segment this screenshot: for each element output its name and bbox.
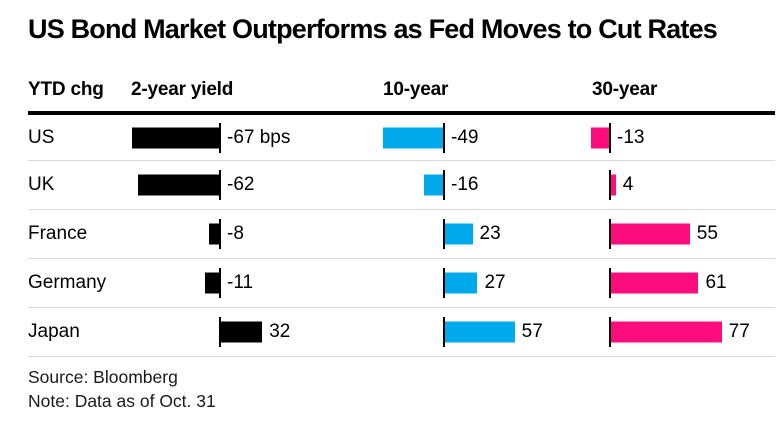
header-rule	[28, 111, 775, 115]
bar-2-year-yield-japan	[220, 321, 263, 343]
value-label-2-year-yield-us: -67 bps	[227, 126, 291, 148]
row-label-uk: UK	[28, 174, 55, 195]
row-label-france: France	[28, 223, 88, 244]
bar-30-year-uk	[610, 174, 616, 196]
zero-tick-2-year-yield-germany	[219, 268, 221, 298]
value-label-2-year-yield-germany: -11	[227, 272, 254, 293]
bar-2-year-yield-us	[131, 127, 220, 148]
chart-title: US Bond Market Outperforms as Fed Moves …	[28, 14, 718, 44]
bar-2-year-yield-germany	[205, 272, 220, 294]
zero-tick-2-year-yield-uk	[219, 170, 221, 200]
zero-tick-30-year-us	[609, 122, 611, 153]
zero-tick-30-year-france	[609, 219, 611, 249]
value-label-30-year-france: 55	[696, 223, 718, 244]
column-header-10-year: 10-year	[383, 79, 449, 100]
bar-30-year-germany	[610, 272, 699, 294]
value-label-2-year-yield-uk: -62	[227, 174, 255, 195]
zero-tick-10-year-uk	[443, 170, 445, 200]
value-label-10-year-uk: -16	[451, 174, 479, 195]
zero-tick-30-year-germany	[609, 268, 611, 298]
row-us: US -67 bps -49 -13	[28, 115, 775, 161]
bar-10-year-us	[383, 127, 444, 148]
row-france: France -8 23 55	[28, 210, 775, 259]
value-label-30-year-us: -13	[617, 126, 645, 148]
value-label-30-year-germany: 61	[705, 272, 727, 293]
row-japan: Japan 32 57 77	[28, 308, 775, 357]
value-label-10-year-japan: 57	[521, 321, 543, 342]
zero-tick-30-year-uk	[609, 170, 611, 200]
bar-10-year-japan	[444, 321, 515, 343]
bar-10-year-france	[444, 223, 473, 245]
zero-tick-2-year-yield-france	[219, 219, 221, 249]
bar-2-year-yield-france	[209, 223, 220, 245]
value-label-10-year-germany: 27	[484, 272, 506, 293]
bar-30-year-us	[591, 127, 610, 148]
zero-tick-10-year-us	[443, 122, 445, 153]
zero-tick-10-year-france	[443, 219, 445, 249]
row-germany: Germany -11 27 61	[28, 259, 775, 308]
value-label-2-year-yield-japan: 32	[269, 321, 291, 342]
zero-tick-10-year-germany	[443, 268, 445, 298]
value-label-30-year-uk: 4	[622, 174, 634, 195]
note-text: Note: Data as of Oct. 31	[28, 391, 216, 411]
row-uk: UK -62 -16 4	[28, 161, 775, 210]
value-label-10-year-us: -49	[451, 126, 479, 148]
value-label-30-year-japan: 77	[728, 321, 750, 342]
zero-tick-10-year-japan	[443, 317, 445, 347]
value-label-10-year-france: 23	[479, 223, 501, 244]
bar-10-year-uk	[424, 174, 444, 196]
source-text: Source: Bloomberg	[28, 367, 178, 387]
row-label-japan: Japan	[28, 321, 80, 342]
bar-10-year-germany	[444, 272, 478, 294]
bar-30-year-japan	[610, 321, 722, 343]
row-label-germany: Germany	[28, 272, 107, 293]
column-header-30-year: 30-year	[592, 79, 658, 100]
zero-tick-2-year-yield-us	[219, 122, 221, 153]
footer: Source: Bloomberg Note: Data as of Oct. …	[28, 365, 216, 413]
value-label-2-year-yield-france: -8	[227, 223, 244, 244]
bar-2-year-yield-uk	[138, 174, 220, 196]
bar-30-year-france	[610, 223, 690, 245]
corner-label-ytd-chg: YTD chg	[28, 79, 104, 100]
chart-rows: US -67 bps -49 -13 UK -62 -16 4 France -8 23 55 Germ…	[28, 115, 775, 357]
zero-tick-2-year-yield-japan	[219, 317, 221, 347]
column-header-2-year-yield: 2-year yield	[131, 79, 234, 100]
row-label-us: US	[28, 126, 55, 148]
zero-tick-30-year-japan	[609, 317, 611, 347]
